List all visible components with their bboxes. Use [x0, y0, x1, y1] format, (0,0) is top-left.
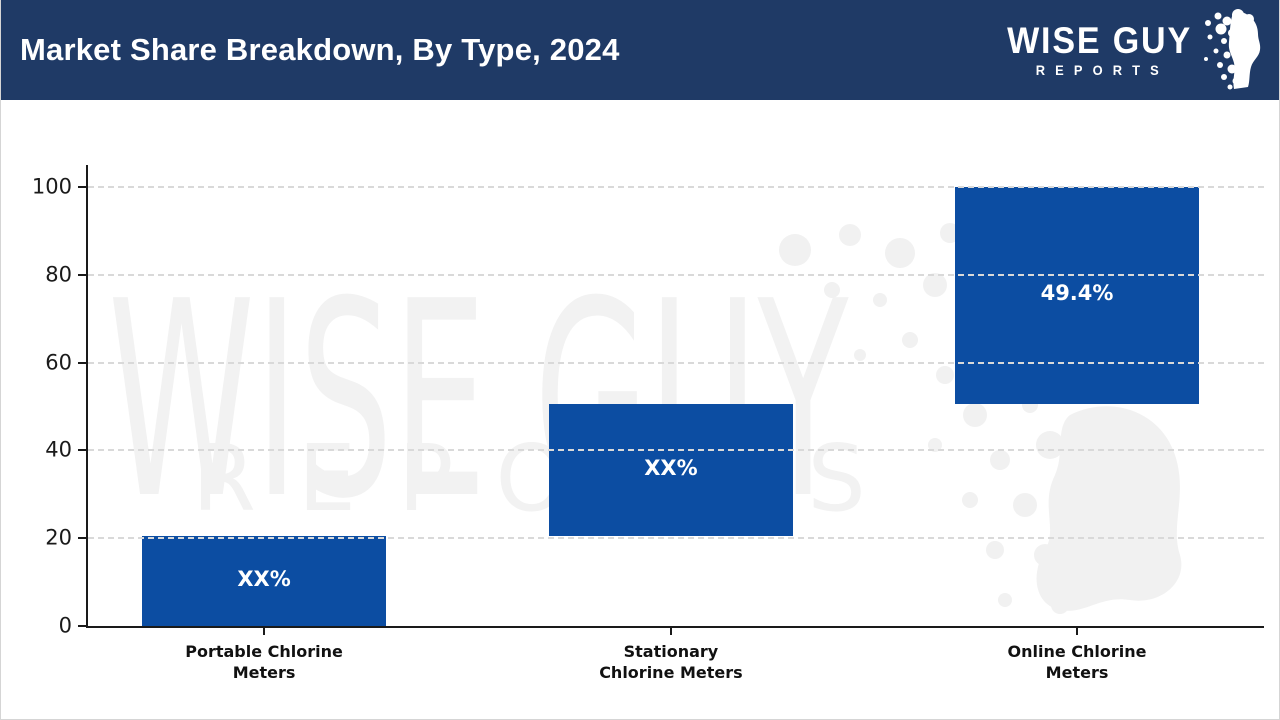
- x-category-label-line: Online Chlorine: [1007, 642, 1147, 661]
- wise-guy-reports-logo: WISE GUY REPORTS: [991, 7, 1266, 93]
- y-tick-label: 100: [31, 174, 72, 199]
- bar-segment: [142, 536, 387, 626]
- plot-area: XX% XX% 49.4% 0 20 40 60 80 100 Portable Chlorine…: [32, 165, 1264, 682]
- bar-value-label: 49.4%: [1040, 281, 1114, 306]
- y-tick: [78, 537, 86, 540]
- x-tick: [263, 628, 266, 635]
- header-bar: Market Share Breakdown, By Type, 2024 WI…: [0, 0, 1280, 100]
- chart-title: Market Share Breakdown, By Type, 2024: [20, 32, 620, 67]
- x-category-label-line: Portable Chlorine: [185, 642, 343, 661]
- y-tick-label: 40: [45, 437, 72, 462]
- x-category-label: Stationary Chlorine Meters: [511, 641, 831, 683]
- y-axis-line: [86, 165, 88, 628]
- gridline: [88, 449, 1264, 452]
- y-tick-label: 80: [45, 262, 72, 287]
- x-category-label: Online Chlorine Meters: [917, 641, 1237, 683]
- x-tick: [1076, 628, 1079, 635]
- y-tick: [78, 273, 86, 276]
- x-category-label-line: Stationary: [623, 642, 719, 661]
- y-tick: [78, 625, 86, 627]
- x-category-label: Portable Chlorine Meters: [104, 641, 424, 683]
- x-category-label-line: Meters: [232, 663, 296, 682]
- x-tick: [669, 628, 672, 635]
- x-category-label-line: Meters: [1045, 663, 1109, 682]
- bar-segment: [955, 186, 1200, 404]
- gridline: [88, 185, 1264, 188]
- x-axis-line: [86, 626, 1264, 628]
- y-tick: [78, 361, 86, 364]
- y-tick-label: 0: [58, 613, 72, 638]
- bar-value-label: XX%: [237, 567, 291, 592]
- gridline: [88, 361, 1264, 364]
- logo-subtitle: REPORTS: [1035, 62, 1169, 78]
- gridline: [88, 273, 1264, 276]
- y-tick: [78, 449, 86, 452]
- bar-value-label: XX%: [644, 456, 698, 481]
- logo-face-icon: [1204, 9, 1261, 90]
- bar-segment: [548, 403, 793, 537]
- gridline: [88, 537, 1264, 540]
- y-tick-label: 60: [45, 350, 72, 375]
- y-tick-label: 20: [45, 525, 72, 550]
- logo-text: WISE GUY REPORTS: [1007, 20, 1192, 79]
- y-tick: [78, 185, 86, 188]
- logo-wordmark: WISE GUY: [1007, 20, 1192, 61]
- x-category-label-line: Chlorine Meters: [599, 663, 743, 682]
